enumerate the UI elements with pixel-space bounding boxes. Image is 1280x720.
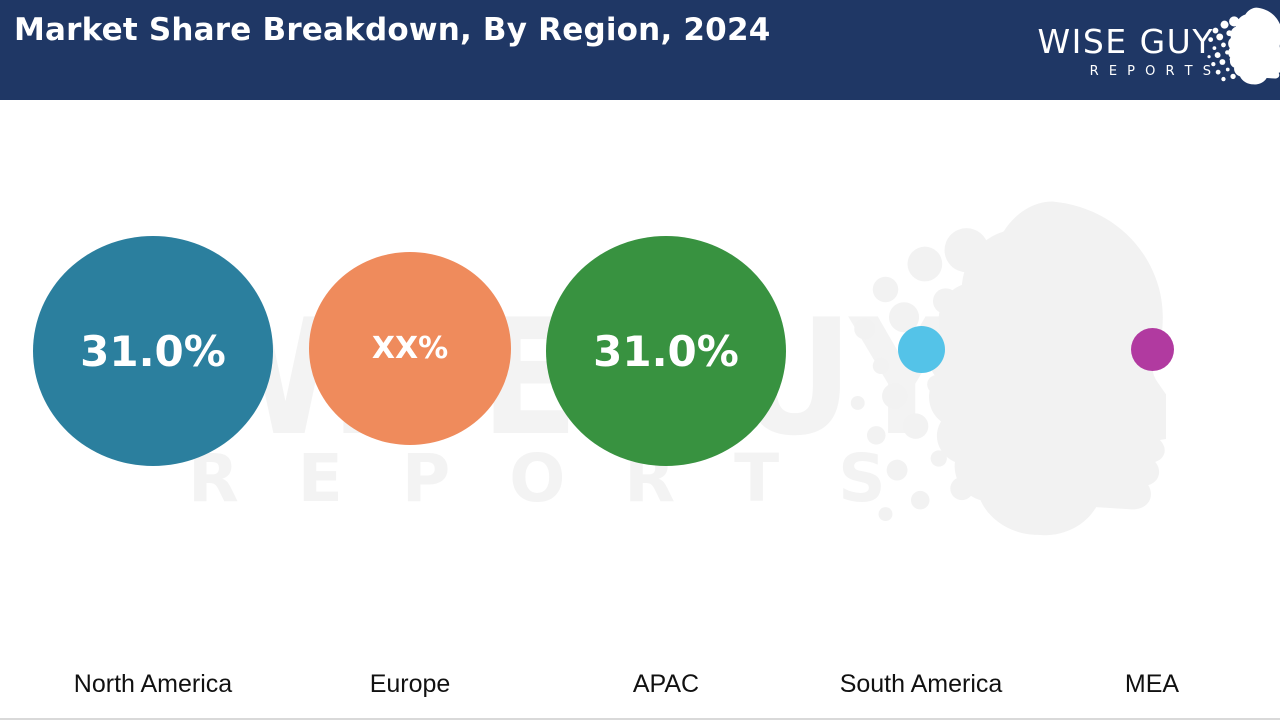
bubble-apac: 31.0%: [546, 236, 786, 466]
brand-wordmark: WISE GUY: [1037, 21, 1214, 61]
bubble-north-america: 31.0%: [33, 236, 273, 466]
brand-wordmark-block: WISE GUY R E P O R T S: [1037, 22, 1214, 79]
bubble-south-america: [898, 326, 945, 373]
region-label-south-america: South America: [839, 670, 1003, 698]
bubble-mea: [1131, 328, 1174, 371]
wiseguy-head-icon: [1207, 7, 1280, 85]
bubble-europe-value: XX%: [371, 331, 449, 366]
bubble-apac-value: 31.0%: [593, 326, 739, 376]
page-title: Market Share Breakdown, By Region, 2024: [14, 12, 771, 48]
brand-logo: WISE GUY R E P O R T S: [1037, 4, 1280, 96]
bubble-north-america-value: 31.0%: [80, 326, 226, 376]
watermark-reports-text: R E P O R T S: [188, 440, 904, 517]
region-label-north-america: North America: [73, 670, 233, 698]
bubble-europe: XX%: [309, 252, 511, 445]
brand-subtext: R E P O R T S: [1089, 63, 1214, 79]
region-label-mea: MEA: [1124, 670, 1180, 698]
watermark-head-icon: [850, 201, 1166, 536]
region-label-europe: Europe: [369, 670, 451, 698]
header-bar: Market Share Breakdown, By Region, 2024 …: [0, 0, 1280, 100]
bottom-divider: [0, 718, 1280, 720]
region-label-apac: APAC: [632, 670, 700, 698]
